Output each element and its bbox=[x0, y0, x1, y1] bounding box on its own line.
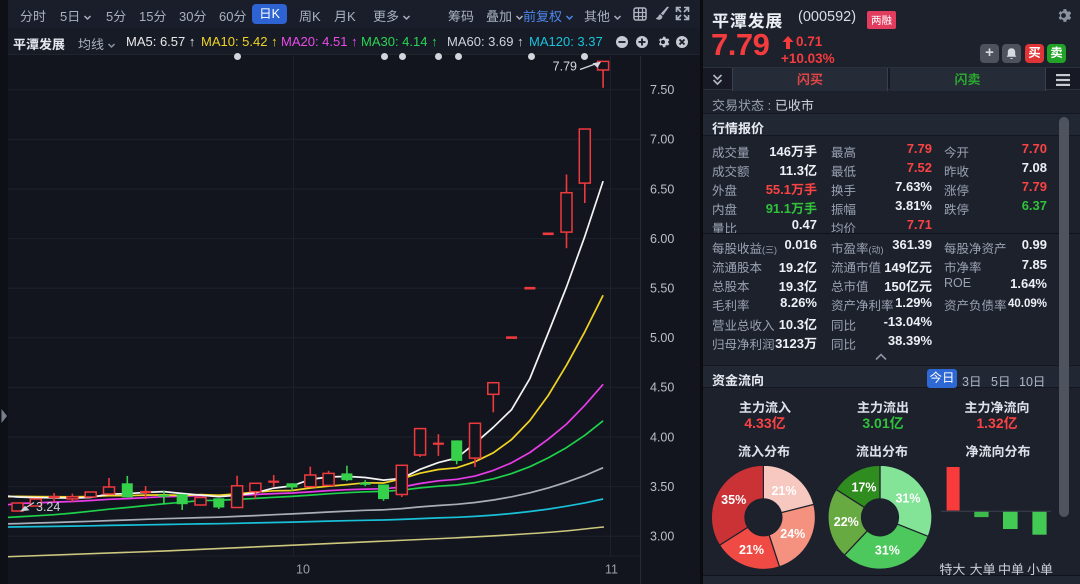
svg-text:21%: 21% bbox=[771, 484, 796, 498]
svg-text:7.00: 7.00 bbox=[650, 133, 674, 147]
svg-text:6.50: 6.50 bbox=[650, 182, 674, 196]
svg-text:17%: 17% bbox=[851, 481, 876, 495]
svg-text:5.00: 5.00 bbox=[650, 331, 674, 345]
svg-text:5.50: 5.50 bbox=[650, 282, 674, 296]
svg-text:3.50: 3.50 bbox=[650, 480, 674, 494]
svg-text:11: 11 bbox=[605, 563, 618, 577]
svg-text:3.24: 3.24 bbox=[36, 500, 60, 514]
svg-text:4.50: 4.50 bbox=[650, 381, 674, 395]
svg-text:7.79: 7.79 bbox=[553, 60, 577, 74]
svg-text:31%: 31% bbox=[895, 492, 920, 506]
svg-text:21%: 21% bbox=[739, 543, 764, 557]
svg-text:35%: 35% bbox=[721, 493, 746, 507]
svg-text:24%: 24% bbox=[780, 527, 805, 541]
svg-text:4.00: 4.00 bbox=[650, 430, 674, 444]
svg-text:31%: 31% bbox=[875, 544, 900, 558]
svg-text:22%: 22% bbox=[834, 515, 859, 529]
svg-text:10: 10 bbox=[296, 563, 310, 577]
svg-text:7.50: 7.50 bbox=[650, 83, 674, 97]
svg-text:6.00: 6.00 bbox=[650, 232, 674, 246]
svg-text:3.00: 3.00 bbox=[650, 530, 674, 544]
